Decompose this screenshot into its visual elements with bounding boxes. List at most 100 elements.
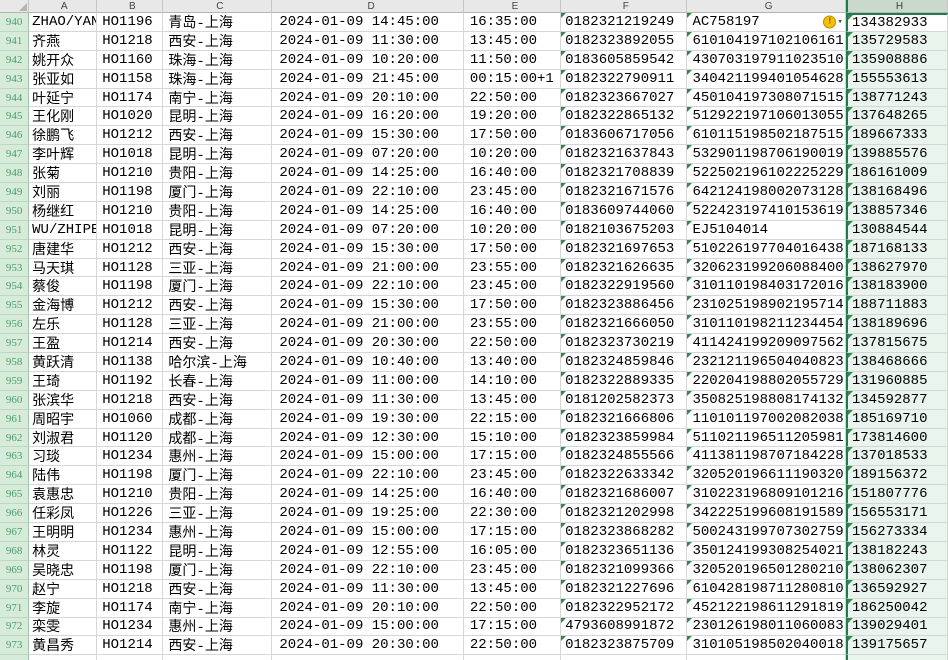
cell-route[interactable]: 昆明-上海 — [163, 145, 273, 165]
cell-departure-datetime[interactable]: 2024-01-09 15:30:00 — [272, 126, 464, 146]
cell-id-number[interactable]: 522502196102225229!▾ — [687, 164, 846, 184]
cell-arrival-time[interactable]: 11:50:00 — [463, 50, 562, 70]
row-header[interactable]: 974 — [0, 655, 30, 660]
cell-passenger-name[interactable]: 林灵 — [29, 541, 98, 561]
row-header[interactable]: 962 — [0, 428, 30, 448]
cell-arrival-time[interactable]: 15:10:00 — [463, 428, 562, 448]
cell-passenger-name[interactable]: 黄跃清 — [29, 353, 98, 372]
row-header[interactable]: 969 — [0, 560, 30, 580]
cell-booking-number[interactable]: 0182103675203 — [561, 220, 688, 240]
cell-departure-datetime[interactable]: 2024-01-09 21:45:00 — [272, 69, 464, 89]
cell-booking-number[interactable]: 0182323886456 — [561, 296, 688, 316]
cell-flight-number[interactable]: HO1196 — [97, 13, 164, 32]
error-checking-button[interactable]: ! ▾ — [823, 15, 842, 29]
cell-route[interactable]: 昆明-上海 — [163, 107, 273, 127]
row-header[interactable]: 970 — [0, 579, 30, 599]
cell-departure-datetime[interactable]: 2024-01-09 19:30:00 — [272, 409, 464, 429]
cell-passenger-name[interactable]: 杨继红 — [29, 201, 98, 221]
cell-phone-number[interactable]: 151807776 — [845, 485, 948, 505]
cell-route[interactable]: 惠州-上海 — [163, 617, 273, 637]
cell-departure-datetime[interactable]: 2024-01-09 21:00:00 — [272, 315, 464, 335]
cell-phone-number[interactable]: 156553171 — [845, 504, 948, 524]
row-header[interactable]: 941 — [0, 31, 30, 51]
cell-departure-datetime[interactable]: 2024-01-09 14:45:00 — [272, 13, 464, 32]
cell-route[interactable]: 西安-上海 — [163, 390, 273, 410]
cell-passenger-name[interactable]: 齐燕 — [29, 31, 98, 51]
row-header[interactable]: 971 — [0, 598, 30, 618]
cell-flight-number[interactable]: HO1234 — [97, 617, 164, 637]
cell-booking-number[interactable] — [561, 655, 688, 660]
cell-passenger-name[interactable]: 李叶辉 — [29, 145, 98, 165]
cell-booking-number[interactable]: 0182321666806 — [561, 409, 688, 429]
cell-flight-number[interactable]: HO1060 — [97, 409, 164, 429]
cell-flight-number[interactable]: HO1020 — [97, 107, 164, 127]
cell-arrival-time[interactable]: 22:50:00 — [463, 88, 562, 108]
cell-flight-number[interactable]: HO1174 — [97, 598, 164, 618]
cell-departure-datetime[interactable]: 2024-01-09 15:00:00 — [272, 447, 464, 467]
cell-flight-number[interactable]: HO1212 — [97, 239, 164, 259]
cell-id-number[interactable]: 510226197704016438!▾ — [687, 239, 846, 259]
cell-route[interactable]: 贵阳-上海 — [163, 164, 273, 184]
cell-flight-number[interactable]: HO1198 — [97, 466, 164, 486]
cell-arrival-time[interactable]: 14:10:00 — [463, 371, 562, 391]
cell-passenger-name[interactable]: 蔡俊 — [29, 277, 98, 297]
cell-flight-number[interactable]: HO1128 — [97, 258, 164, 278]
cell-arrival-time[interactable]: 22:50:00 — [463, 636, 562, 656]
cell-route[interactable]: 厦门-上海 — [163, 560, 273, 580]
cell-route[interactable]: 昆明-上海 — [163, 541, 273, 561]
cell-route[interactable]: 南宁-上海 — [163, 88, 273, 108]
row-header[interactable]: 948 — [0, 164, 30, 184]
cell-booking-number[interactable]: 0182321227696 — [561, 579, 688, 599]
cell-phone-number[interactable]: 173814600 — [845, 428, 948, 448]
column-header-a[interactable]: A — [29, 0, 98, 13]
cell-route[interactable]: 西安-上海 — [163, 31, 273, 51]
cell-phone-number[interactable]: 155553613 — [845, 69, 948, 89]
cell-phone-number[interactable]: 139885576 — [845, 145, 948, 165]
cell-arrival-time[interactable]: 17:50:00 — [463, 239, 562, 259]
cell-flight-number[interactable]: HO1158 — [97, 69, 164, 89]
row-header[interactable]: 947 — [0, 145, 30, 165]
cell-arrival-time[interactable]: 13:45:00 — [463, 579, 562, 599]
cell-departure-datetime[interactable]: 2024-01-09 22:10:00 — [272, 277, 464, 297]
cell-passenger-name[interactable]: 王化刚 — [29, 107, 98, 127]
cell-id-number[interactable]: 320623199206088400!▾ — [687, 258, 846, 278]
cell-route[interactable]: 三亚-上海 — [163, 315, 273, 335]
row-header[interactable]: 961 — [0, 409, 30, 429]
cell-phone-number[interactable]: 136592927 — [845, 579, 948, 599]
cell-booking-number[interactable]: 0182321666050 — [561, 315, 688, 335]
cell-arrival-time[interactable]: 23:45:00 — [463, 466, 562, 486]
cell-passenger-name[interactable]: 习琰 — [29, 447, 98, 467]
cell-departure-datetime[interactable]: 2024-01-09 20:30:00 — [272, 334, 464, 354]
cell-phone-number[interactable]: 138168496 — [845, 183, 948, 202]
cell-passenger-name[interactable]: 张菊 — [29, 164, 98, 184]
cell-id-number[interactable]: 411381198707184228!▾ — [687, 447, 846, 467]
cell-flight-number[interactable]: HO1198 — [97, 277, 164, 297]
cell-phone-number[interactable]: 138857346 — [845, 201, 948, 221]
cell-booking-number[interactable]: 0182322865132 — [561, 107, 688, 127]
cell-departure-datetime[interactable]: 2024-01-09 22:10:00 — [272, 183, 464, 202]
cell-passenger-name[interactable]: 赵宁 — [29, 579, 98, 599]
cell-route[interactable]: 昆明-上海 — [163, 220, 273, 240]
cell-booking-number[interactable]: 0182321671576 — [561, 183, 688, 202]
cell-booking-number[interactable]: 0182321697653 — [561, 239, 688, 259]
cell-phone-number[interactable]: 135729583 — [845, 31, 948, 51]
cell-phone-number[interactable]: 188711883 — [845, 296, 948, 316]
cell-arrival-time[interactable]: 23:55:00 — [463, 315, 562, 335]
cell-passenger-name[interactable]: 唐建华 — [29, 239, 98, 259]
cell-booking-number[interactable]: 0182322889335 — [561, 371, 688, 391]
cell-booking-number[interactable]: 0183609744060 — [561, 201, 688, 221]
cell-arrival-time[interactable]: 16:40:00 — [463, 164, 562, 184]
cell-flight-number[interactable]: HO1210 — [97, 485, 164, 505]
select-all-corner[interactable] — [0, 0, 30, 13]
row-header[interactable]: 954 — [0, 277, 30, 297]
cell-departure-datetime[interactable]: 2024-01-09 11:00:00 — [272, 371, 464, 391]
cell-route[interactable]: 西安-上海 — [163, 126, 273, 146]
cell-route[interactable]: 西安-上海 — [163, 636, 273, 656]
cell-route[interactable]: 惠州-上海 — [163, 523, 273, 542]
cell-flight-number[interactable]: HO1218 — [97, 579, 164, 599]
cell-phone-number[interactable]: 137018533 — [845, 447, 948, 467]
cell-route[interactable]: 三亚-上海 — [163, 258, 273, 278]
cell-arrival-time[interactable]: 10:20:00 — [463, 220, 562, 240]
row-header[interactable]: 944 — [0, 88, 30, 108]
cell-id-number[interactable]: 430703197911023510!▾ — [687, 50, 846, 70]
